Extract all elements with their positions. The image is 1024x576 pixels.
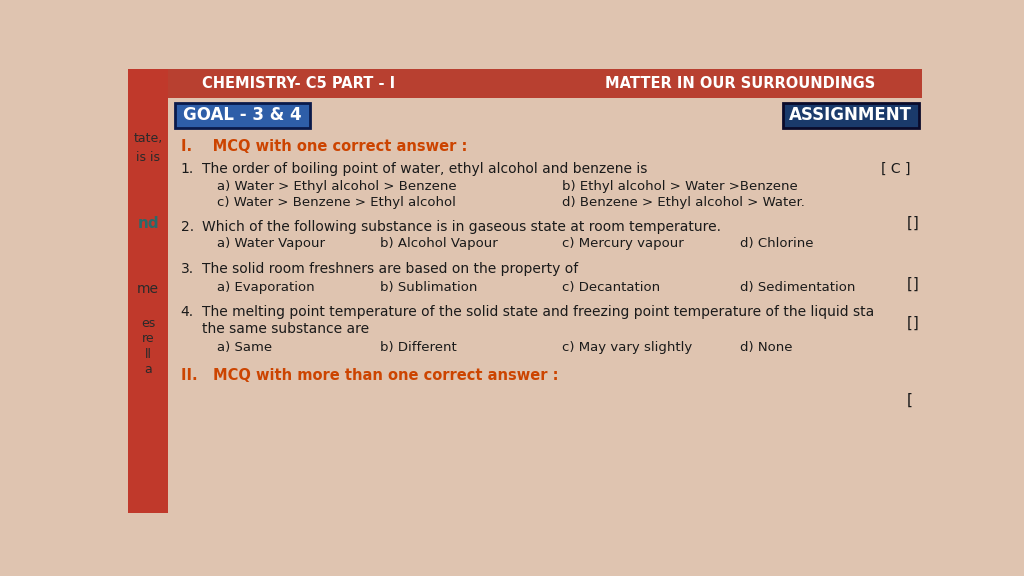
Text: c) Mercury vapour: c) Mercury vapour [562, 237, 684, 251]
Text: b) Alcohol Vapour: b) Alcohol Vapour [380, 237, 498, 251]
Bar [174, 103, 310, 128]
Text: [: [ [906, 393, 912, 408]
Text: a) Evaporation: a) Evaporation [217, 281, 314, 294]
Text: I.    MCQ with one correct answer :: I. MCQ with one correct answer : [180, 139, 467, 154]
Text: ]: ] [912, 316, 919, 331]
Text: [: [ [906, 215, 912, 230]
Text: MATTER IN OUR SURROUNDINGS: MATTER IN OUR SURROUNDINGS [605, 76, 876, 91]
Text: is is: is is [136, 151, 160, 164]
Text: me: me [137, 282, 159, 295]
Text: 4.: 4. [180, 305, 194, 319]
Text: d) None: d) None [740, 342, 793, 354]
Text: CHEMISTRY- C5 PART - I: CHEMISTRY- C5 PART - I [202, 76, 395, 91]
Text: c) Decantation: c) Decantation [562, 281, 660, 294]
Text: the same substance are: the same substance are [202, 323, 369, 336]
Text: ]: ] [912, 215, 919, 230]
Text: 3.: 3. [180, 262, 194, 276]
Text: ll: ll [144, 347, 152, 361]
Text: [: [ [906, 316, 912, 331]
Text: tate,: tate, [133, 132, 163, 145]
Text: [ C ]: [ C ] [882, 162, 910, 176]
Text: d) Sedimentation: d) Sedimentation [740, 281, 856, 294]
Text: c) May vary slightly: c) May vary slightly [562, 342, 692, 354]
Text: b) Different: b) Different [380, 342, 457, 354]
Text: b) Ethyl alcohol > Water >Benzene: b) Ethyl alcohol > Water >Benzene [562, 180, 798, 194]
Text: 2.: 2. [180, 220, 194, 234]
Bar [168, 69, 922, 98]
Text: c) Water > Benzene > Ethyl alcohol: c) Water > Benzene > Ethyl alcohol [217, 196, 456, 209]
Text: d) Chlorine: d) Chlorine [740, 237, 814, 251]
Text: The solid room freshners are based on the property of: The solid room freshners are based on th… [202, 262, 578, 276]
Text: a) Water > Ethyl alcohol > Benzene: a) Water > Ethyl alcohol > Benzene [217, 180, 457, 194]
Text: b) Sublimation: b) Sublimation [380, 281, 477, 294]
Text: a: a [144, 363, 152, 376]
Bar [783, 103, 919, 128]
Text: GOAL - 3 & 4: GOAL - 3 & 4 [183, 107, 302, 124]
Bar [128, 69, 168, 513]
Text: ]: ] [912, 277, 919, 292]
Text: a) Same: a) Same [217, 342, 272, 354]
Text: The order of boiling point of water, ethyl alcohol and benzene is: The order of boiling point of water, eth… [202, 162, 647, 176]
Text: ASSIGNMENT: ASSIGNMENT [788, 107, 911, 124]
Text: 1.: 1. [180, 162, 194, 176]
Text: nd: nd [137, 215, 159, 230]
Text: a) Water Vapour: a) Water Vapour [217, 237, 326, 251]
Text: The melting point temperature of the solid state and freezing point temperature : The melting point temperature of the sol… [202, 305, 873, 319]
Text: re: re [142, 332, 155, 345]
Text: [: [ [906, 277, 912, 292]
Text: Which of the following substance is in gaseous state at room temperature.: Which of the following substance is in g… [202, 220, 721, 234]
Text: d) Benzene > Ethyl alcohol > Water.: d) Benzene > Ethyl alcohol > Water. [562, 196, 805, 209]
Text: II.   MCQ with more than one correct answer :: II. MCQ with more than one correct answe… [180, 368, 558, 383]
Text: es: es [141, 317, 156, 329]
